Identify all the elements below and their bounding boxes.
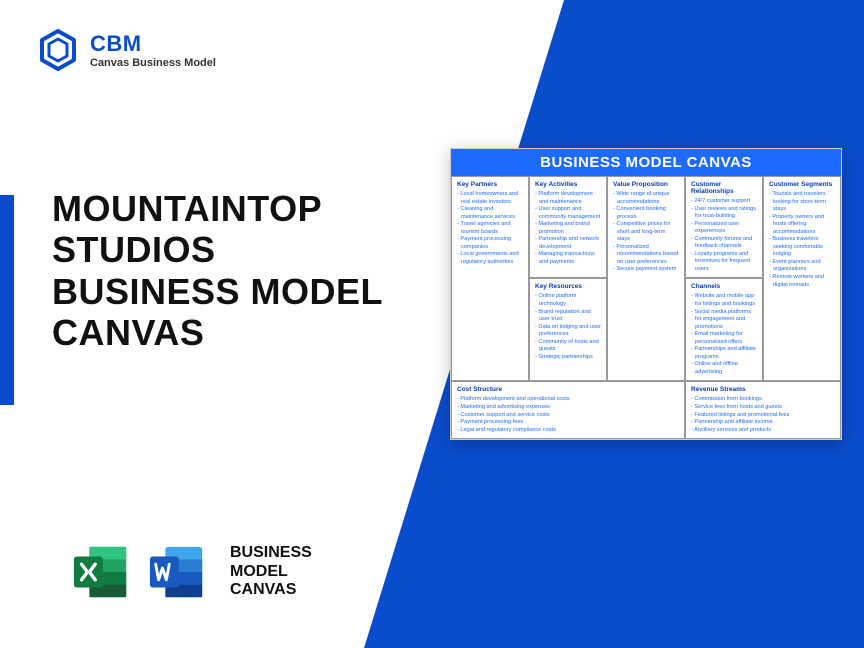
list-item: Payment processing companies	[457, 236, 523, 251]
cell-value-proposition: Value Proposition Wide range of unique a…	[607, 176, 685, 381]
list-key-activities: Platform development and maintenanceUser…	[535, 191, 601, 266]
list-item: Local governments and regulatory authori…	[457, 251, 523, 266]
list-item: Data on lodging and user preferences	[535, 324, 601, 339]
list-item: Cleaning and maintenance services	[457, 206, 523, 221]
list-customer-relationships: 24/7 customer supportUser reviews and ra…	[691, 198, 757, 273]
heading-revenue-streams: Revenue Streams	[691, 386, 835, 393]
word-icon	[146, 541, 208, 603]
list-item: 24/7 customer support	[691, 198, 757, 206]
list-item: Online and offline advertising	[691, 361, 757, 376]
heading-customer-relationships: Customer Relationships	[691, 181, 757, 195]
excel-icon	[70, 541, 132, 603]
list-item: Online platform technology	[535, 293, 601, 308]
list-item: Website and mobile app for listings and …	[691, 293, 757, 308]
heading-key-activities: Key Activities	[535, 181, 601, 188]
cell-key-activities: Key Activities Platform development and …	[529, 176, 607, 278]
list-item: Wide range of unique accommodations	[613, 191, 679, 206]
footer-label: BUSINESSMODELCANVAS	[230, 544, 312, 599]
list-channels: Website and mobile app for listings and …	[691, 293, 757, 376]
brand-tagline: Canvas Business Model	[90, 57, 216, 69]
cell-revenue-streams: Revenue Streams Commission from bookings…	[685, 381, 841, 439]
cell-customer-segments: Customer Segments Tourists and travelers…	[763, 176, 841, 381]
list-item: Strategic partnerships	[535, 354, 601, 362]
list-item: Platform development and operational cos…	[457, 396, 679, 404]
list-item: Tourists and travelers looking for short…	[769, 191, 835, 214]
list-item: Travel agencies and tourism boards	[457, 221, 523, 236]
list-item: Social media platforms for engagement an…	[691, 309, 757, 332]
list-item: User reviews and ratings for trust-build…	[691, 206, 757, 221]
list-item: Email marketing for personalized offers	[691, 331, 757, 346]
canvas-grid: Key Partners Local homeowners and real e…	[451, 176, 841, 439]
list-item: Managing transactions and payments	[535, 251, 601, 266]
list-item: Service fees from hosts and guests	[691, 404, 835, 412]
list-item: Marketing and advertising expenses	[457, 404, 679, 412]
cell-channels: Channels Website and mobile app for list…	[685, 278, 763, 381]
list-item: Featured listings and promotional fees	[691, 412, 835, 420]
list-item: Platform development and maintenance	[535, 191, 601, 206]
list-item: Local homeowners and real estate investo…	[457, 191, 523, 206]
list-item: Event planners and organizations	[769, 259, 835, 274]
list-item: Loyalty programs and incentives for freq…	[691, 251, 757, 274]
canvas-preview-card: BUSINESS MODEL CANVAS Key Partners Local…	[450, 148, 842, 440]
list-item: Remote workers and digital nomads	[769, 274, 835, 289]
list-item: Personalized user experiences	[691, 221, 757, 236]
list-item: User support and community management	[535, 206, 601, 221]
list-item: Partnership and affiliate income	[691, 419, 835, 427]
footer-app-row: BUSINESSMODELCANVAS	[70, 541, 312, 603]
list-item: Brand reputation and user trust	[535, 309, 601, 324]
list-key-resources: Online platform technologyBrand reputati…	[535, 293, 601, 361]
list-item: Ancillary services and products	[691, 427, 835, 435]
heading-cost-structure: Cost Structure	[457, 386, 679, 393]
list-customer-segments: Tourists and travelers looking for short…	[769, 191, 835, 289]
list-item: Payment processing fees	[457, 419, 679, 427]
list-value-proposition: Wide range of unique accommodationsConve…	[613, 191, 679, 274]
heading-key-partners: Key Partners	[457, 181, 523, 188]
list-item: Marketing and brand promotion	[535, 221, 601, 236]
list-item: Partnerships and affiliate programs	[691, 346, 757, 361]
cell-customer-relationships: Customer Relationships 24/7 customer sup…	[685, 176, 763, 278]
list-key-partners: Local homeowners and real estate investo…	[457, 191, 523, 266]
list-item: Business travelers seeking comfortable l…	[769, 236, 835, 259]
page-title: MOUNTAINTOP STUDIOS BUSINESS MODEL CANVA…	[52, 188, 412, 354]
list-revenue-streams: Commission from bookingsService fees fro…	[691, 396, 835, 434]
list-item: Personalized recommendations based on us…	[613, 244, 679, 267]
cell-cost-structure: Cost Structure Platform development and …	[451, 381, 685, 439]
heading-key-resources: Key Resources	[535, 283, 601, 290]
cell-key-partners: Key Partners Local homeowners and real e…	[451, 176, 529, 381]
heading-channels: Channels	[691, 283, 757, 290]
heading-customer-segments: Customer Segments	[769, 181, 835, 188]
list-item: Competitive prices for short and long-te…	[613, 221, 679, 244]
list-item: Convenient booking process	[613, 206, 679, 221]
canvas-title: BUSINESS MODEL CANVAS	[451, 149, 841, 176]
list-item: Property owners and hosts offering accom…	[769, 214, 835, 237]
list-item: Commission from bookings	[691, 396, 835, 404]
brand-logo-block: CBM Canvas Business Model	[36, 28, 216, 72]
accent-bar	[0, 195, 14, 405]
list-item: Legal and regulatory compliance costs	[457, 427, 679, 435]
list-item: Customer support and service costs	[457, 412, 679, 420]
cell-key-resources: Key Resources Online platform technology…	[529, 278, 607, 381]
list-item: Secure payment system	[613, 266, 679, 274]
list-item: Partnership and network development	[535, 236, 601, 251]
list-item: Community forums and feedback channels	[691, 236, 757, 251]
hex-logo-icon	[36, 28, 80, 72]
heading-value-proposition: Value Proposition	[613, 181, 679, 188]
list-cost-structure: Platform development and operational cos…	[457, 396, 679, 434]
list-item: Community of hosts and guests	[535, 339, 601, 354]
brand-name: CBM	[90, 31, 216, 57]
